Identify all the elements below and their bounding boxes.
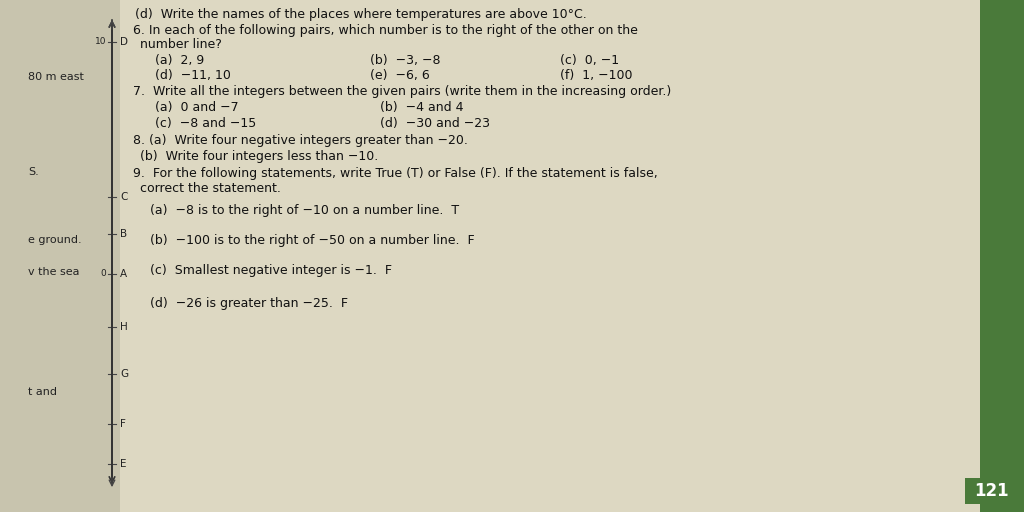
Text: number line?: number line? xyxy=(140,38,222,51)
Text: t and: t and xyxy=(28,387,57,397)
Text: (f)  1, −100: (f) 1, −100 xyxy=(560,69,633,82)
Text: e ground.: e ground. xyxy=(28,235,82,245)
Text: (a)  2, 9: (a) 2, 9 xyxy=(155,54,204,67)
Text: D: D xyxy=(120,37,128,47)
Text: 9.  For the following statements, write True (T) or False (F). If the statement : 9. For the following statements, write T… xyxy=(133,167,657,180)
Text: 121: 121 xyxy=(975,482,1010,500)
Text: C: C xyxy=(120,192,127,202)
Text: (b)  −4 and 4: (b) −4 and 4 xyxy=(380,101,464,114)
Text: (a)  0 and −7: (a) 0 and −7 xyxy=(155,101,239,114)
Text: G: G xyxy=(120,369,128,379)
Text: E: E xyxy=(120,459,127,469)
Text: (d)  Write the names of the places where temperatures are above 10°C.: (d) Write the names of the places where … xyxy=(135,8,587,21)
Text: (a)  −8 is to the right of −10 on a number line.  T: (a) −8 is to the right of −10 on a numbe… xyxy=(150,204,459,217)
Text: correct the statement.: correct the statement. xyxy=(140,182,281,195)
Text: (e)  −6, 6: (e) −6, 6 xyxy=(370,69,430,82)
Text: 8. (a)  Write four negative integers greater than −20.: 8. (a) Write four negative integers grea… xyxy=(133,134,468,147)
Text: (d)  −26 is greater than −25.  F: (d) −26 is greater than −25. F xyxy=(150,297,348,310)
Text: 7.  Write all the integers between the given pairs (write them in the increasing: 7. Write all the integers between the gi… xyxy=(133,85,672,98)
Text: S.: S. xyxy=(28,167,39,177)
Text: B: B xyxy=(120,229,127,239)
Text: (d)  −30 and −23: (d) −30 and −23 xyxy=(380,117,490,130)
Text: (d)  −11, 10: (d) −11, 10 xyxy=(155,69,230,82)
Text: A: A xyxy=(120,269,127,279)
Text: (c)  Smallest negative integer is −1.  F: (c) Smallest negative integer is −1. F xyxy=(150,264,392,277)
FancyBboxPatch shape xyxy=(120,0,985,512)
Text: H: H xyxy=(120,322,128,332)
Text: (b)  Write four integers less than −10.: (b) Write four integers less than −10. xyxy=(140,150,378,163)
FancyBboxPatch shape xyxy=(965,478,1020,504)
Text: v the sea: v the sea xyxy=(28,267,80,277)
Text: (c)  0, −1: (c) 0, −1 xyxy=(560,54,620,67)
Text: 80 m east: 80 m east xyxy=(28,72,84,82)
FancyBboxPatch shape xyxy=(980,0,1024,512)
Text: 10: 10 xyxy=(94,37,106,47)
Text: 0: 0 xyxy=(100,269,106,279)
Text: (b)  −100 is to the right of −50 on a number line.  F: (b) −100 is to the right of −50 on a num… xyxy=(150,234,475,247)
Text: 6. In each of the following pairs, which number is to the right of the other on : 6. In each of the following pairs, which… xyxy=(133,24,638,37)
Text: F: F xyxy=(120,419,126,429)
FancyBboxPatch shape xyxy=(0,0,120,512)
Text: (c)  −8 and −15: (c) −8 and −15 xyxy=(155,117,256,130)
Text: (b)  −3, −8: (b) −3, −8 xyxy=(370,54,440,67)
